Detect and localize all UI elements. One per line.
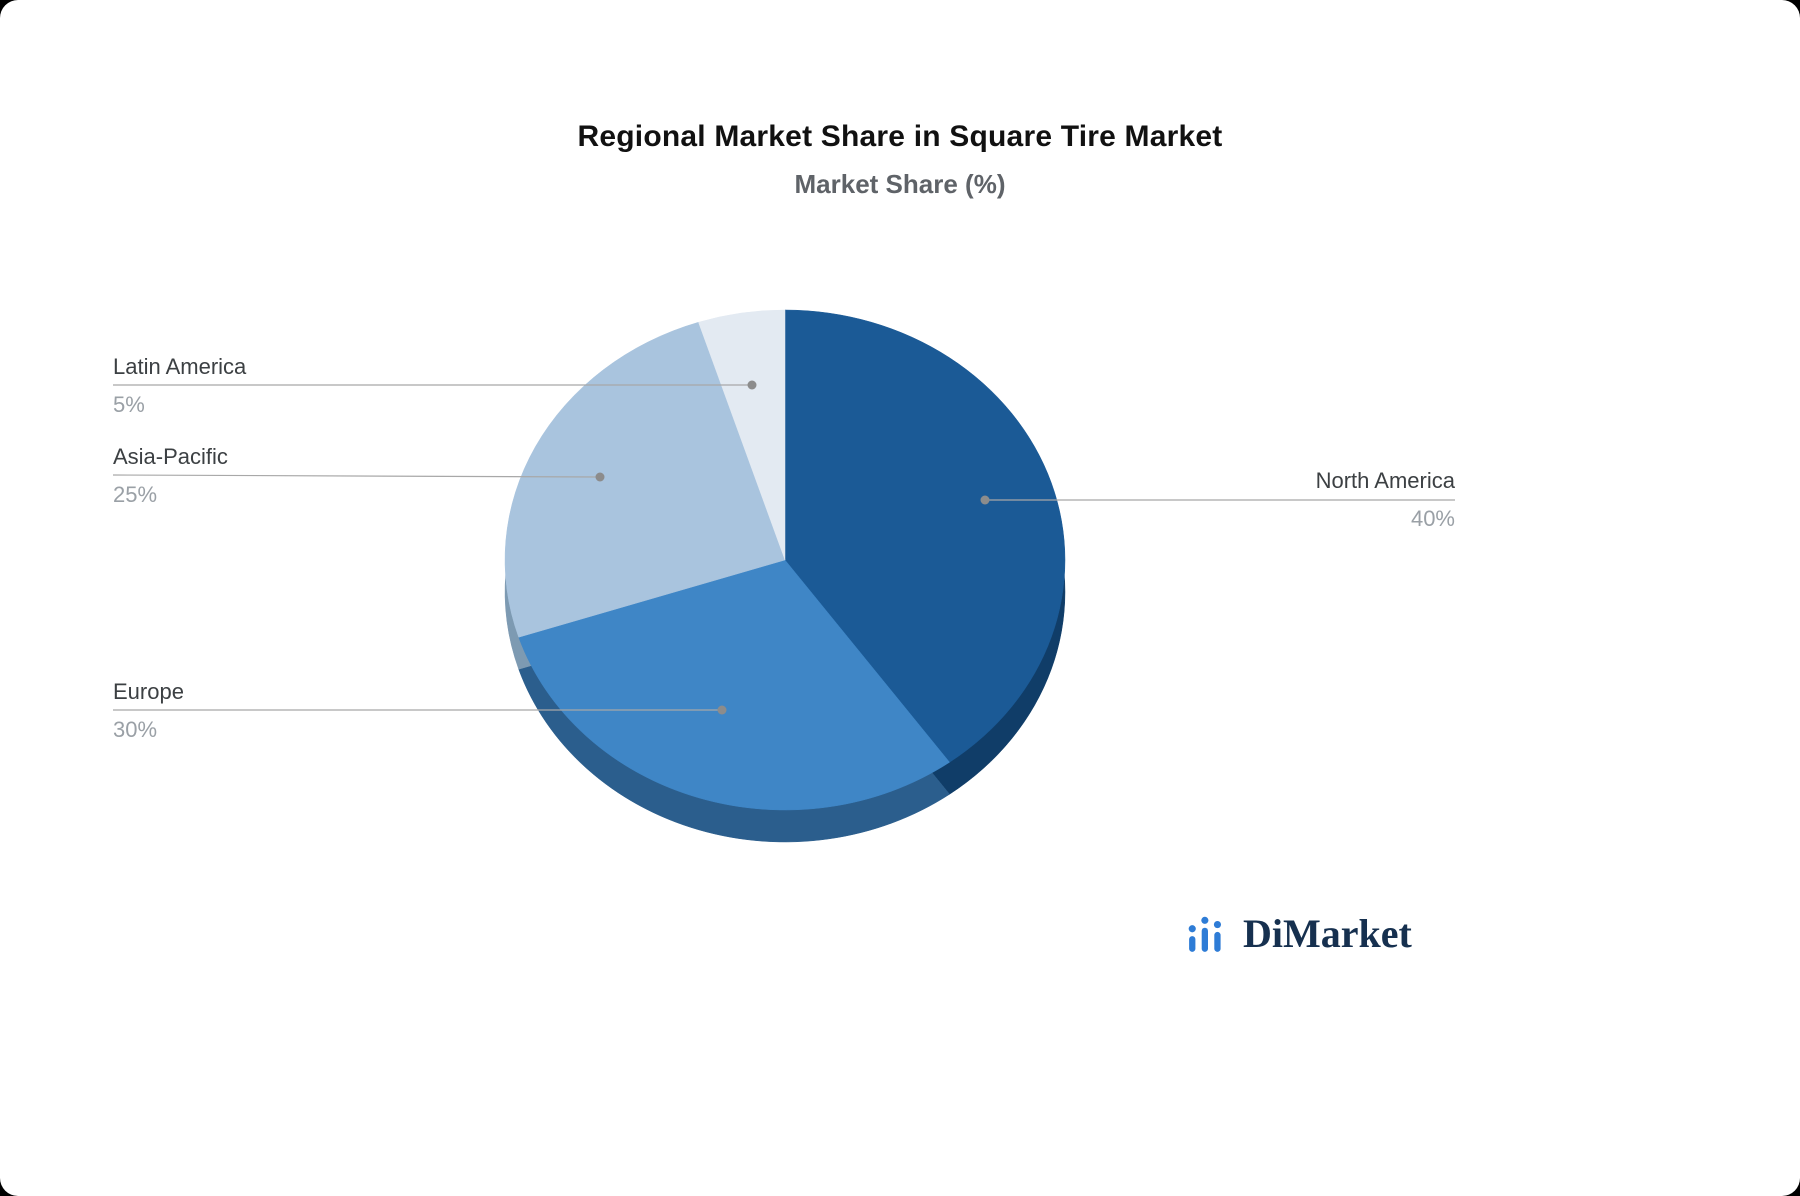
bar-chart-icon [1188,916,1222,952]
pie-slice-north-america [784,309,1066,763]
leader-lines [112,384,1455,711]
label-north-america-value: 40% [1410,506,1455,531]
leader-dot-asia-pacific [595,472,605,482]
label-europe: Europe [113,679,184,704]
label-asia-pacific: Asia-Pacific [113,444,228,469]
leader-line-asia-pacific [112,474,601,478]
leader-dot-north-america [980,495,990,505]
pie-slice-europe [518,559,950,811]
label-asia-pacific-value: 25% [113,482,158,507]
label-latin-america: Latin America [113,354,247,379]
pie-slices [504,309,1066,843]
pie-slice-latin-america [698,309,786,561]
logo-text: DiMarket [1243,911,1412,956]
leader-dots [595,380,990,715]
dimarket-logo: DiMarket [1185,910,1412,957]
leader-dot-europe [717,705,727,715]
chart-title: Regional Market Share in Square Tire Mar… [577,120,1223,153]
leader-dot-latin-america [747,380,757,390]
label-north-america: North America [1315,468,1455,493]
label-europe-value: 30% [113,717,158,742]
pie-slice-asia-pacific [504,321,786,638]
label-latin-america-value: 5% [113,392,145,417]
chart-subtitle: Market Share (%) [794,169,1006,199]
